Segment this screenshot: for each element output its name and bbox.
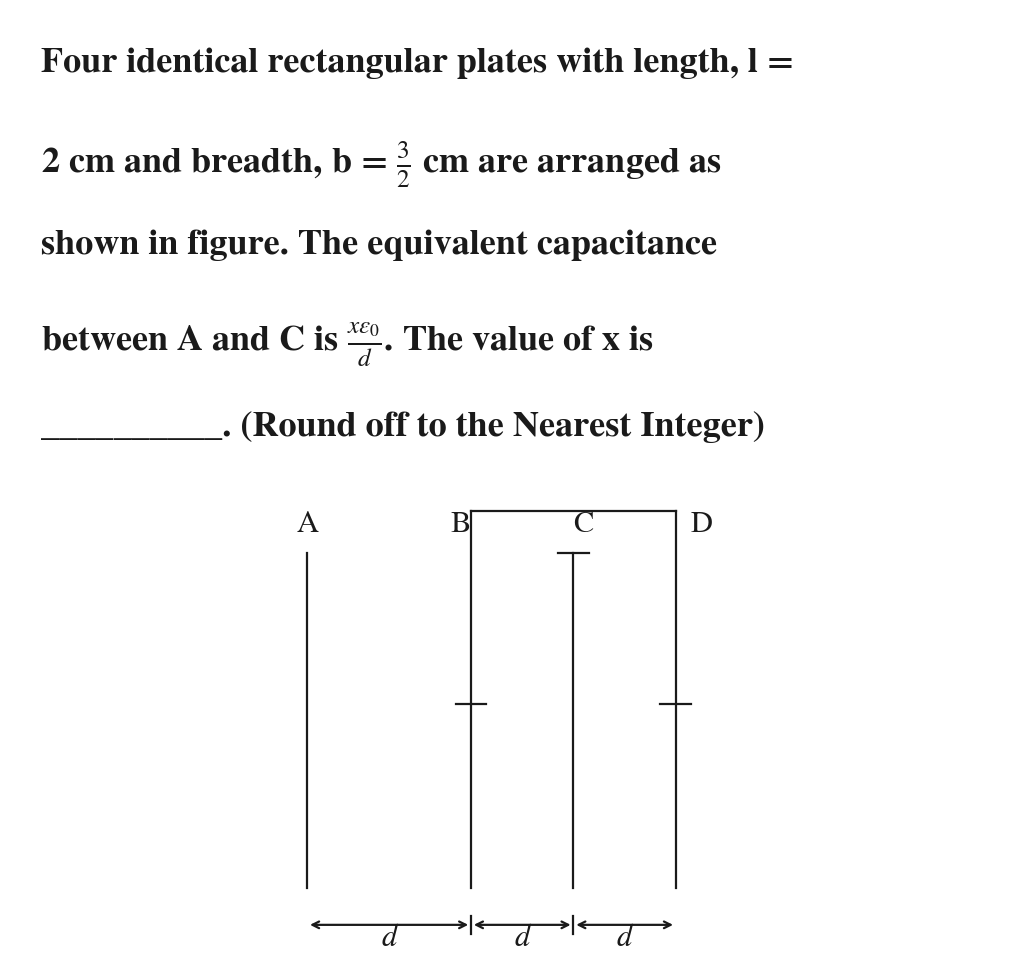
Text: Four identical rectangular plates with length, l =: Four identical rectangular plates with l… xyxy=(41,48,794,79)
Text: d: d xyxy=(515,924,529,952)
Text: d: d xyxy=(617,924,632,952)
Text: 2 cm and breadth, b = $\frac{3}{2}$ cm are arranged as: 2 cm and breadth, b = $\frac{3}{2}$ cm a… xyxy=(41,139,722,189)
Text: A: A xyxy=(296,511,318,539)
Text: shown in figure. The equivalent capacitance: shown in figure. The equivalent capacita… xyxy=(41,230,717,261)
Text: between A and C is $\frac{x\varepsilon_0}{d}$. The value of x is: between A and C is $\frac{x\varepsilon_0… xyxy=(41,321,654,369)
Text: C: C xyxy=(573,511,594,539)
Text: B: B xyxy=(451,511,471,539)
Text: d: d xyxy=(382,924,396,952)
Text: D: D xyxy=(690,511,713,539)
Text: __________. (Round off to the Nearest Integer): __________. (Round off to the Nearest In… xyxy=(41,412,765,443)
